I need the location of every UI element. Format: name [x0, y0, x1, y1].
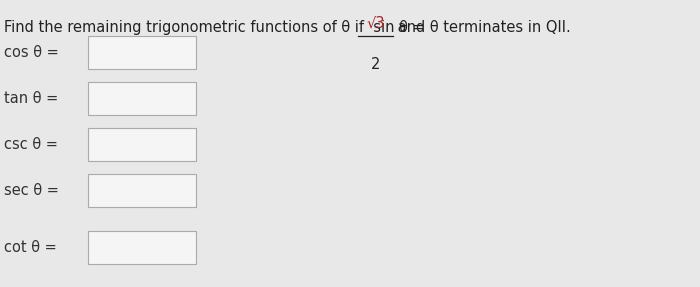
Text: and θ terminates in QII.: and θ terminates in QII. [393, 20, 571, 35]
Text: 2: 2 [371, 57, 381, 72]
FancyBboxPatch shape [88, 128, 196, 161]
Text: tan θ =: tan θ = [4, 91, 57, 106]
Text: √3: √3 [367, 16, 385, 31]
Text: Find the remaining trigonometric functions of θ if  sin θ =: Find the remaining trigonometric functio… [4, 20, 428, 35]
Text: csc θ =: csc θ = [4, 137, 57, 152]
FancyBboxPatch shape [88, 36, 196, 69]
Text: sec θ =: sec θ = [4, 183, 58, 198]
FancyBboxPatch shape [88, 174, 196, 207]
FancyBboxPatch shape [88, 231, 196, 264]
Text: cot θ =: cot θ = [4, 240, 56, 255]
FancyBboxPatch shape [88, 82, 196, 115]
Text: cos θ =: cos θ = [4, 45, 58, 60]
